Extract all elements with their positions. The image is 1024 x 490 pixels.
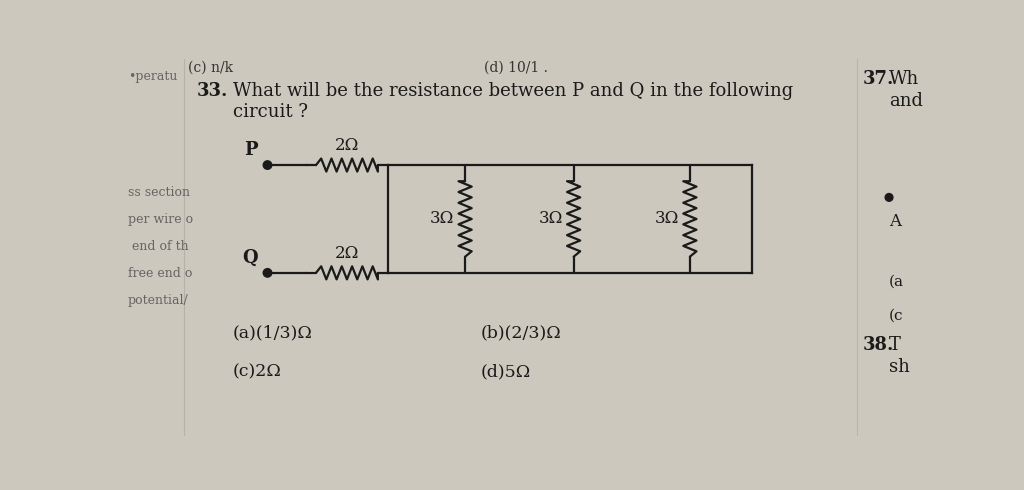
- Text: free end o: free end o: [128, 267, 193, 280]
- Text: 3Ω: 3Ω: [654, 211, 679, 227]
- Text: Wh: Wh: [889, 71, 920, 88]
- Circle shape: [263, 269, 271, 277]
- Text: A: A: [889, 213, 901, 230]
- Text: Q: Q: [243, 249, 258, 267]
- Text: (c)2Ω: (c)2Ω: [232, 363, 282, 380]
- Text: potential/: potential/: [128, 294, 188, 307]
- Text: What will be the resistance between P and Q in the following
circuit ?: What will be the resistance between P an…: [232, 82, 793, 121]
- Text: (a: (a: [889, 274, 904, 289]
- Text: 3Ω: 3Ω: [539, 211, 563, 227]
- Text: and: and: [889, 92, 923, 110]
- Text: (d) 10/1 .: (d) 10/1 .: [484, 60, 549, 74]
- Text: T: T: [889, 336, 901, 354]
- Text: ss section: ss section: [128, 186, 190, 199]
- Text: 37.: 37.: [862, 71, 894, 88]
- Text: 33.: 33.: [197, 82, 227, 100]
- Text: •peratu: •peratu: [128, 71, 177, 83]
- Text: (a)(1/3)Ω: (a)(1/3)Ω: [232, 324, 312, 342]
- Circle shape: [263, 161, 271, 170]
- Text: 38.: 38.: [862, 336, 894, 354]
- Text: sh: sh: [889, 358, 910, 375]
- Text: (c: (c: [889, 309, 903, 323]
- Text: 2Ω: 2Ω: [335, 137, 359, 154]
- Text: (d)5Ω: (d)5Ω: [480, 363, 530, 380]
- Text: (b)(2/3)Ω: (b)(2/3)Ω: [480, 324, 561, 342]
- Text: end of th: end of th: [128, 240, 188, 253]
- Text: P: P: [245, 141, 258, 159]
- Text: 3Ω: 3Ω: [430, 211, 455, 227]
- Text: 2Ω: 2Ω: [335, 245, 359, 262]
- Text: per wire o: per wire o: [128, 213, 194, 226]
- Circle shape: [885, 194, 893, 201]
- Text: (c) n/k: (c) n/k: [188, 60, 233, 74]
